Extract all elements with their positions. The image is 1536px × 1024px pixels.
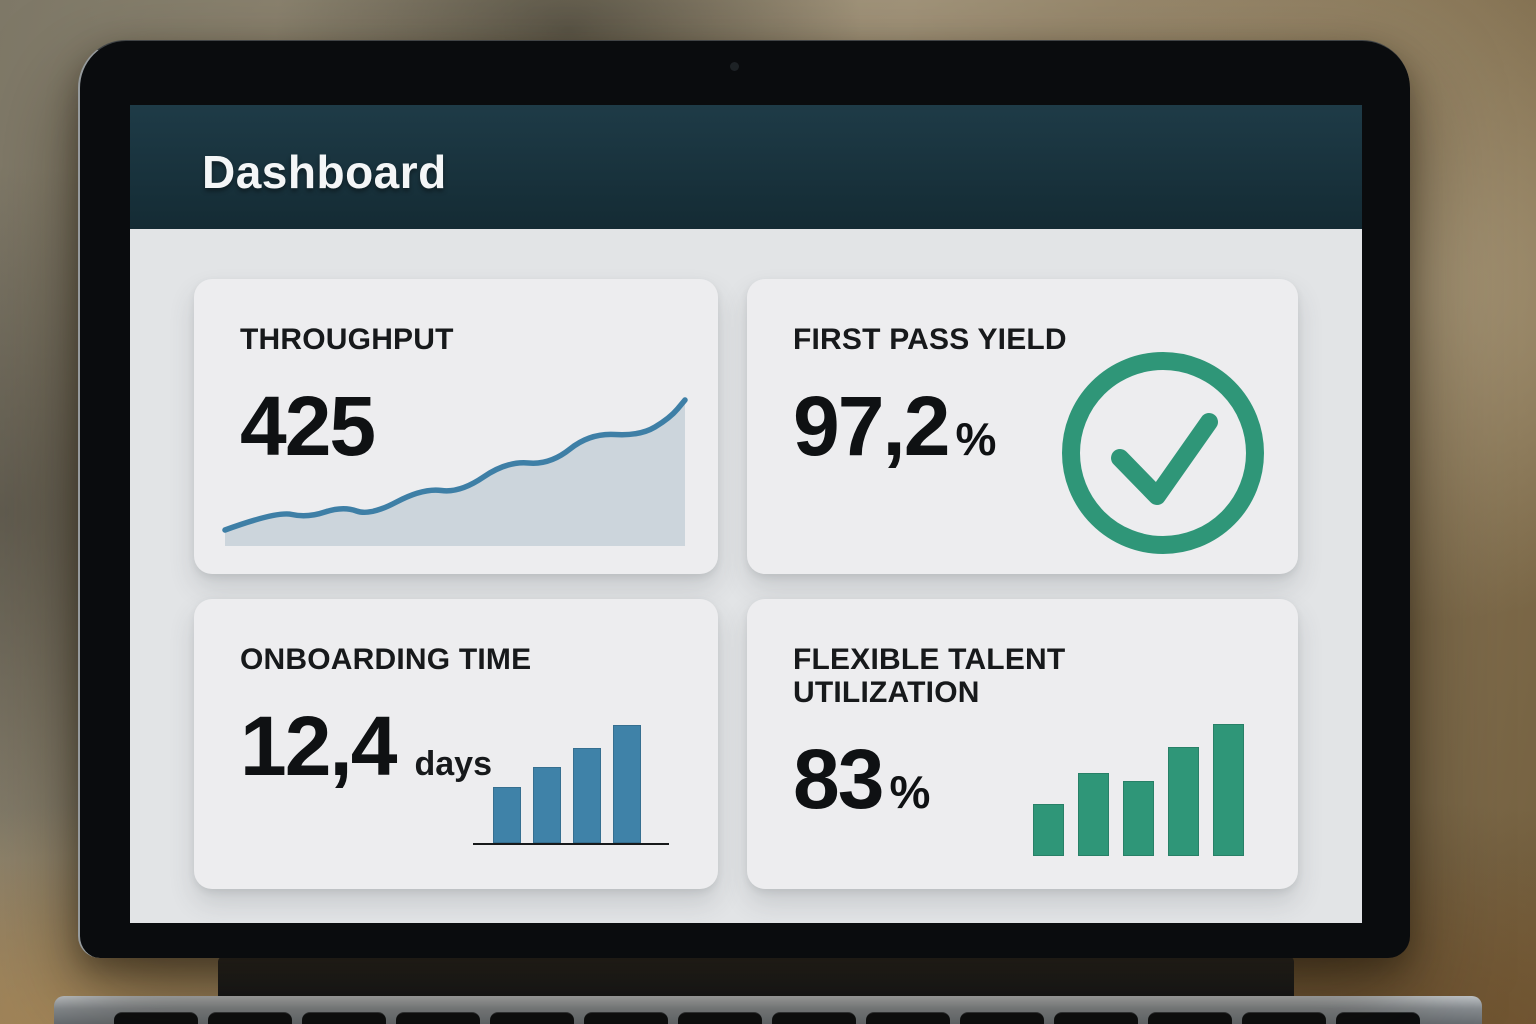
bar bbox=[1213, 724, 1244, 856]
dashboard-content: THROUGHPUT 425 FIRST PASS YIELD 97,2 % bbox=[130, 229, 1362, 923]
laptop-base bbox=[54, 996, 1482, 1024]
keyboard-key bbox=[1242, 1012, 1326, 1024]
metric-unit: % bbox=[955, 413, 997, 465]
keyboard-key bbox=[1148, 1012, 1232, 1024]
keyboard-key bbox=[772, 1012, 856, 1024]
metric: 83 % bbox=[793, 735, 1252, 823]
metric-value: 97,2 bbox=[793, 379, 950, 473]
keyboard-key bbox=[960, 1012, 1044, 1024]
keyboard-key bbox=[302, 1012, 386, 1024]
throughput-trend-chart bbox=[222, 397, 688, 546]
app-header: Dashboard bbox=[130, 105, 1362, 229]
metric: 97,2 % bbox=[793, 382, 1252, 470]
keyboard-key bbox=[208, 1012, 292, 1024]
bars bbox=[473, 723, 669, 843]
metric: 12,4 days bbox=[240, 702, 672, 790]
keyboard-key bbox=[584, 1012, 668, 1024]
bar bbox=[1168, 747, 1199, 856]
keyboard-key bbox=[490, 1012, 574, 1024]
bar bbox=[573, 748, 601, 843]
page-title: Dashboard bbox=[202, 146, 447, 198]
webcam-icon bbox=[730, 62, 739, 71]
laptop-lid: Dashboard THROUGHPUT 425 FIRST PASS YIEL… bbox=[78, 40, 1410, 958]
check-circle-icon bbox=[1062, 352, 1264, 554]
keyboard-key bbox=[1054, 1012, 1138, 1024]
card-title: ONBOARDING TIME bbox=[240, 643, 532, 676]
card-onboarding-time[interactable]: ONBOARDING TIME 12,4 days bbox=[194, 599, 718, 889]
laptop-screen: Dashboard THROUGHPUT 425 FIRST PASS YIEL… bbox=[130, 105, 1362, 923]
bars bbox=[1033, 722, 1249, 856]
bar bbox=[1033, 804, 1064, 856]
card-title: FIRST PASS YIELD bbox=[793, 323, 1067, 356]
keyboard-key bbox=[1336, 1012, 1420, 1024]
metric-unit: days bbox=[414, 745, 493, 783]
metric-value: 12,4 bbox=[240, 699, 397, 793]
bar bbox=[493, 787, 521, 843]
keyboard-key bbox=[678, 1012, 762, 1024]
metric-unit: % bbox=[889, 766, 931, 818]
keyboard-row bbox=[114, 1012, 1420, 1024]
bar bbox=[613, 725, 641, 843]
onboarding-time-bar-chart bbox=[473, 723, 669, 845]
metric-value: 425 bbox=[240, 379, 376, 473]
x-axis-line bbox=[473, 843, 669, 845]
bar bbox=[1123, 781, 1154, 856]
keyboard-key bbox=[396, 1012, 480, 1024]
card-first-pass-yield[interactable]: FIRST PASS YIELD 97,2 % bbox=[747, 279, 1298, 574]
card-flexible-talent-utilization[interactable]: FLEXIBLE TALENT UTILIZATION 83 % bbox=[747, 599, 1298, 889]
utilization-bar-chart bbox=[1033, 722, 1249, 856]
keyboard-key bbox=[866, 1012, 950, 1024]
metric-value: 83 bbox=[793, 732, 884, 826]
bar bbox=[533, 767, 561, 843]
bar bbox=[1078, 773, 1109, 856]
card-title: THROUGHPUT bbox=[240, 323, 454, 356]
card-throughput[interactable]: THROUGHPUT 425 bbox=[194, 279, 718, 574]
card-title: FLEXIBLE TALENT UTILIZATION bbox=[793, 643, 1066, 709]
keyboard-key bbox=[114, 1012, 198, 1024]
metric: 425 bbox=[240, 382, 672, 470]
